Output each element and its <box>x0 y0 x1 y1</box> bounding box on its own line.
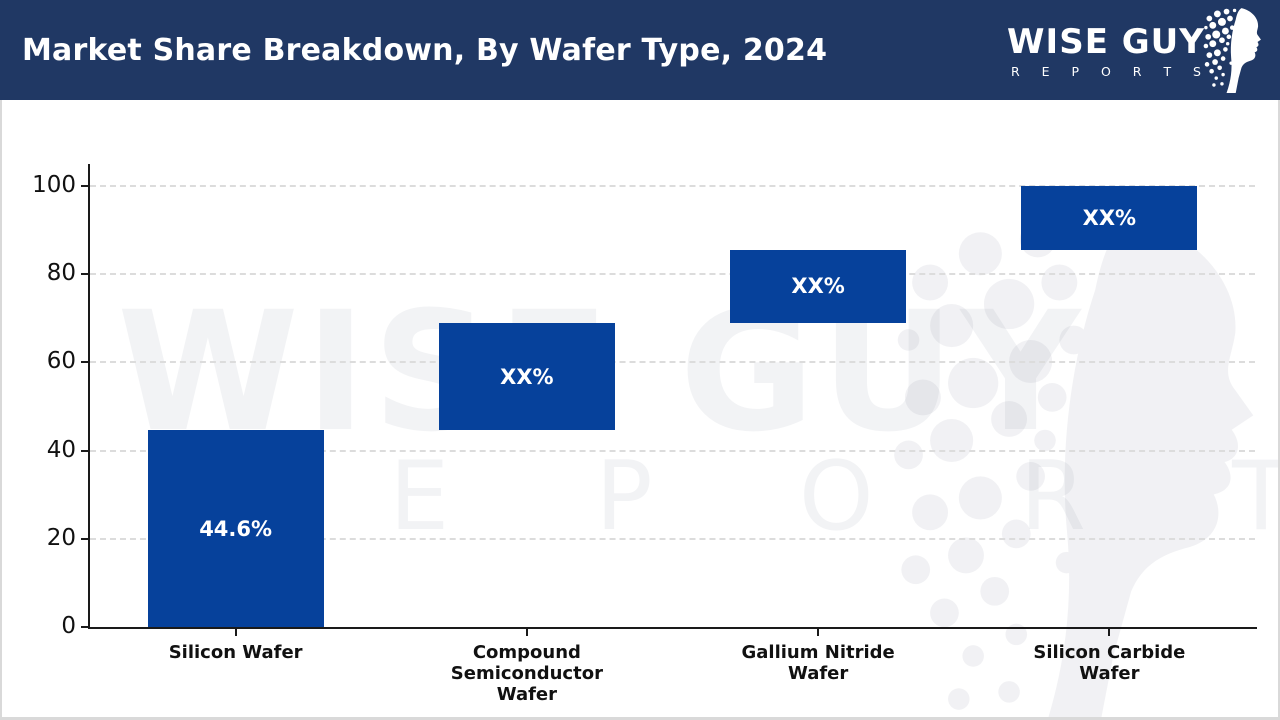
y-tick-20 <box>81 537 90 540</box>
logo-subtext: R E P O R T S <box>1010 63 1210 79</box>
y-tick-0 <box>81 626 90 628</box>
bar-value-label-silicon-carbide-wafer: XX% <box>1082 205 1137 230</box>
logo-head-icon <box>1203 8 1261 93</box>
y-tick-label-0: 0 <box>61 613 76 639</box>
logo-wordmark: WISE GUY <box>1007 21 1205 62</box>
x-category-label-line: Gallium Nitride <box>741 642 895 663</box>
x-category-label-gallium-nitride-wafer: Gallium Nitride Wafer <box>698 642 938 684</box>
bar-value-label-gallium-nitride-wafer: XX% <box>791 274 845 299</box>
wise-guy-reports-logo: WISE GUY R E P O R T S <box>1002 7 1266 93</box>
x-category-label-compound-semiconductor-wafer: Compound Semiconductor Wafer <box>407 642 647 705</box>
chart-title: Market Share Breakdown, By Wafer Type, 2… <box>22 32 828 68</box>
gridline-100 <box>90 185 1255 187</box>
x-category-label-line: Wafer <box>787 663 849 684</box>
gridline-60 <box>90 361 1255 364</box>
x-category-label-silicon-wafer: Silicon Wafer <box>116 642 356 663</box>
bar-silicon-wafer: 44.6% <box>147 430 324 627</box>
x-category-label-line: Silicon Wafer <box>168 642 303 663</box>
x-category-label-line: Compound <box>472 642 581 663</box>
y-tick-40 <box>81 449 90 452</box>
plot-area: WISE GUY R E P O R T S 02040608010044.6%… <box>0 100 1280 720</box>
bar-compound-semiconductor-wafer: XX% <box>438 322 615 431</box>
x-category-label-line: Wafer <box>1079 663 1140 684</box>
y-tick-label-60: 60 <box>46 348 76 375</box>
bar-value-label-compound-semiconductor-wafer: XX% <box>500 364 554 389</box>
y-tick-label-80: 80 <box>46 260 76 287</box>
y-tick-label-40: 40 <box>46 436 76 463</box>
x-tick-gallium-nitride-wafer <box>817 627 820 636</box>
x-category-label-line: Silicon Carbide <box>1033 642 1186 663</box>
y-tick-60 <box>81 361 90 364</box>
bar-gallium-nitride-wafer: XX% <box>730 249 907 323</box>
watermark-subtext: R E P O R T S <box>177 442 1278 552</box>
y-tick-label-20: 20 <box>46 524 76 551</box>
y-axis-line <box>88 164 90 629</box>
gridline-80 <box>90 273 1255 276</box>
x-tick-silicon-wafer <box>234 627 237 636</box>
y-tick-80 <box>81 273 90 276</box>
x-axis-line <box>88 627 1257 629</box>
gridline-40 <box>90 449 1255 452</box>
gridline-20 <box>90 537 1255 540</box>
y-tick-label-100: 100 <box>32 172 76 198</box>
x-tick-compound-semiconductor-wafer <box>525 627 528 636</box>
bar-silicon-carbide-wafer: XX% <box>1021 186 1198 250</box>
x-category-label-silicon-carbide-wafer: Silicon Carbide Wafer <box>989 642 1229 684</box>
header-bar: Market Share Breakdown, By Wafer Type, 2… <box>0 0 1280 100</box>
y-tick-100 <box>81 185 90 187</box>
bar-value-label-silicon-wafer: 44.6% <box>199 516 273 541</box>
x-category-label-line: Wafer <box>496 684 558 705</box>
x-category-label-line: Semiconductor <box>450 663 603 684</box>
